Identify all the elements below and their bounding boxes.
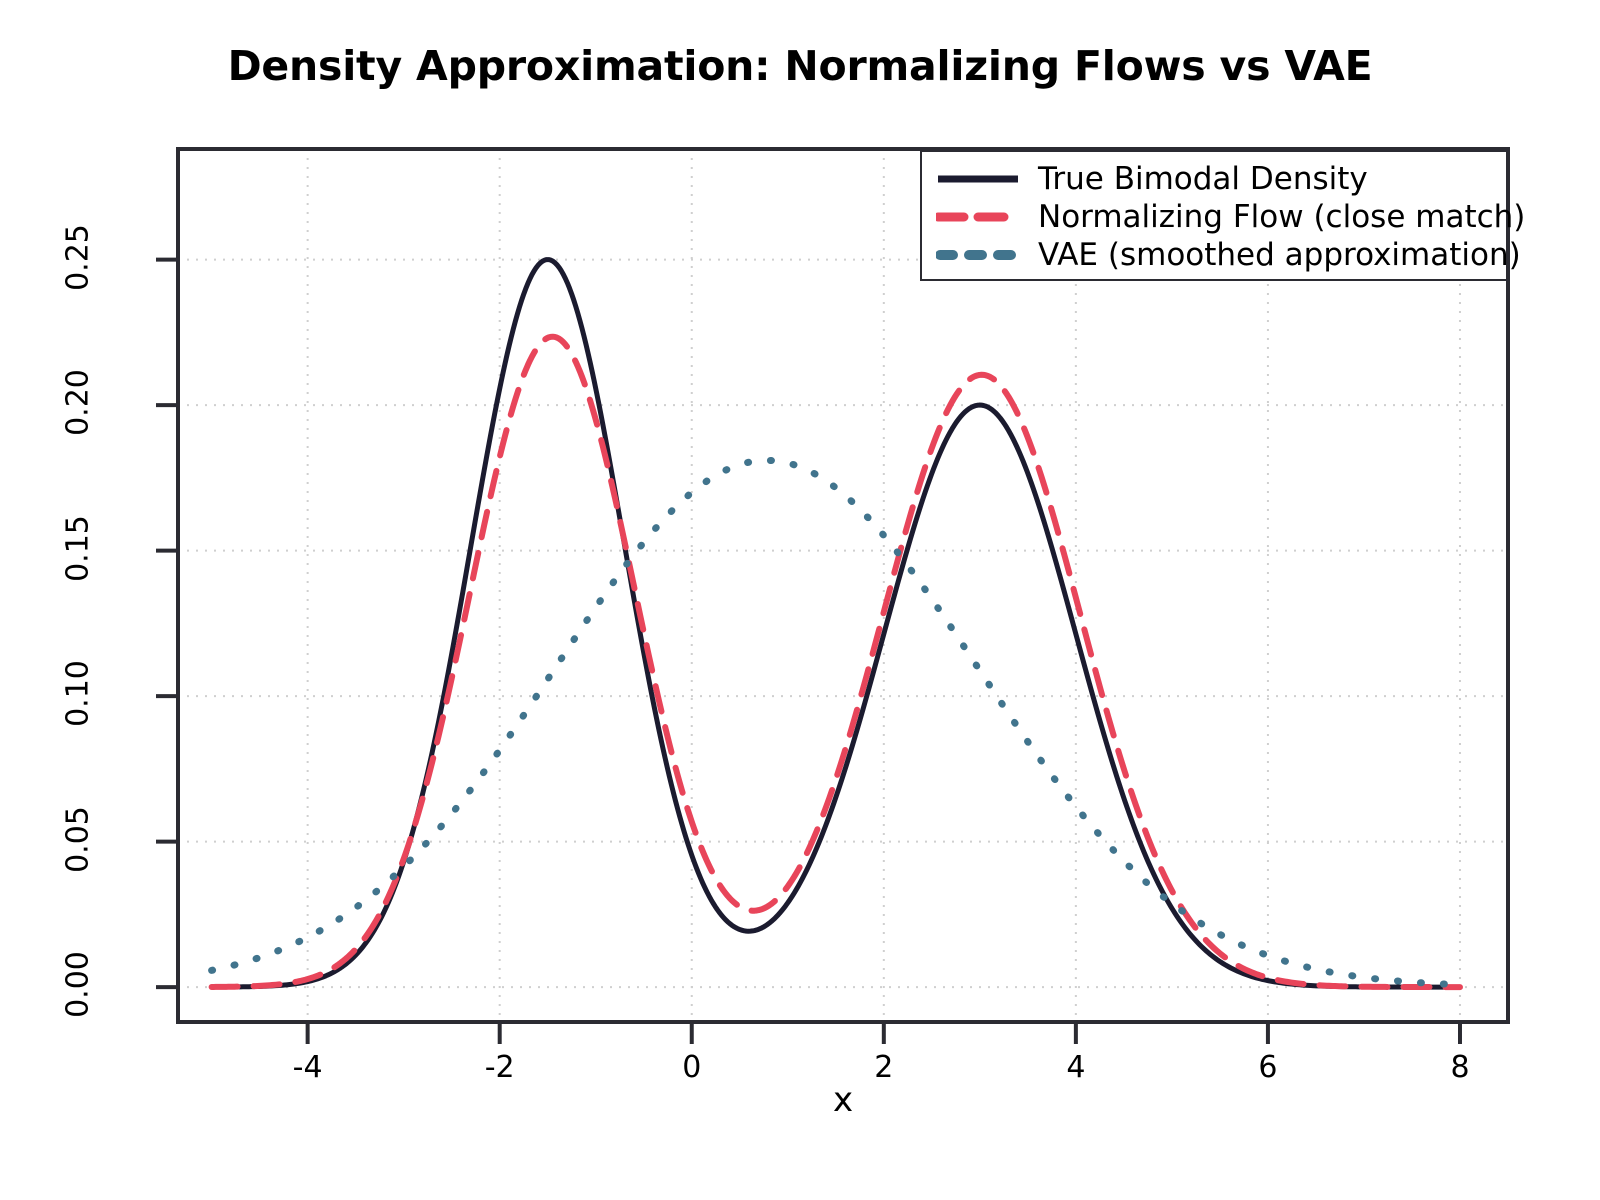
plot-frame: [176, 147, 1510, 1024]
legend-swatch-dotted: [936, 250, 1020, 260]
y-tick-label: 0.05: [60, 805, 96, 873]
x-tick-label: 6: [1258, 1050, 1278, 1085]
legend-item-vae: VAE (smoothed approximation): [936, 236, 1521, 274]
x-tick-label: 2: [874, 1050, 894, 1085]
x-tick-label: 0: [682, 1050, 702, 1085]
legend-item-true-bimodal-density: True Bimodal Density: [936, 160, 1492, 198]
legend-swatch-solid: [938, 175, 1018, 183]
legend-label: Normalizing Flow (close match): [1038, 199, 1526, 235]
y-tick-label: 0.10: [60, 660, 96, 727]
legend-item-normalizing-flow: Normalizing Flow (close match): [936, 198, 1525, 236]
grid-lines: [178, 149, 1508, 1022]
x-axis-label: x: [832, 1080, 854, 1120]
x-tick-label: 8: [1450, 1050, 1470, 1085]
curve-normalizing-flow: [208, 333, 1463, 991]
chart-title: Density Approximation: Normalizing Flows…: [227, 42, 1373, 90]
y-tick-label: 0.00: [60, 951, 96, 1018]
legend-label: True Bimodal Density: [1038, 161, 1368, 197]
x-tick-label: -2: [484, 1050, 515, 1085]
chart-legend: True Bimodal Density Normalizing Flow (c…: [920, 150, 1525, 281]
y-tick-label: 0.25: [60, 223, 96, 291]
y-tick-label: 0.20: [60, 369, 96, 436]
y-tick-label: 0.15: [60, 514, 96, 582]
curve-vae: [208, 456, 1464, 989]
axes: [156, 147, 1510, 1044]
x-tick-label: 4: [1066, 1050, 1086, 1085]
legend-label: VAE (smoothed approximation): [1038, 237, 1521, 273]
data-curves: [208, 257, 1464, 991]
legend-swatch-dashed: [936, 212, 1020, 222]
x-tick-label: -4: [292, 1050, 323, 1085]
